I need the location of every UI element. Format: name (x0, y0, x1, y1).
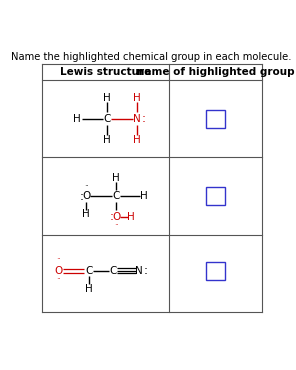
Text: H: H (103, 93, 111, 103)
Text: O: O (112, 212, 120, 222)
Text: Name the highlighted chemical group in each molecule.: Name the highlighted chemical group in e… (12, 51, 292, 61)
Text: N: N (135, 266, 143, 276)
Text: H: H (73, 114, 81, 124)
Bar (206, 187, 225, 205)
Text: :: : (141, 112, 145, 125)
Text: C: C (112, 191, 120, 201)
Text: H: H (112, 174, 120, 184)
Text: H: H (83, 209, 90, 219)
Bar (206, 110, 225, 128)
Text: H: H (127, 212, 135, 222)
Text: H: H (103, 135, 111, 145)
Text: :: : (144, 264, 148, 277)
Text: O: O (55, 266, 63, 276)
Text: ··: ·· (84, 182, 89, 192)
Text: C: C (85, 266, 92, 276)
Text: H: H (85, 284, 92, 294)
Text: ··: ·· (114, 221, 118, 230)
Text: :: : (109, 211, 113, 223)
Text: C: C (103, 114, 111, 124)
Text: C: C (109, 266, 116, 276)
Text: :: : (79, 189, 83, 203)
Text: N: N (133, 114, 141, 124)
Text: ··: ·· (57, 255, 61, 264)
Text: H: H (140, 191, 147, 201)
Text: O: O (82, 191, 91, 201)
Text: H: H (133, 93, 141, 103)
Bar (206, 262, 225, 280)
Text: ··: ·· (57, 276, 61, 285)
Text: Lewis structure: Lewis structure (60, 67, 151, 77)
Text: name of highlighted group: name of highlighted group (137, 67, 295, 77)
Text: H: H (133, 135, 141, 145)
